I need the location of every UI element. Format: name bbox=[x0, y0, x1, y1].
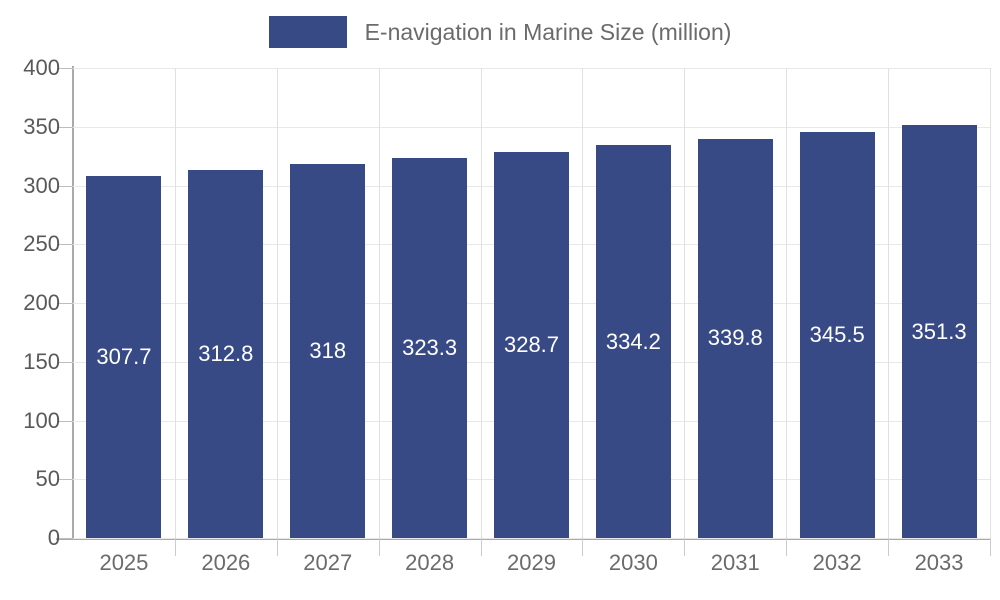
gridline-vertical bbox=[582, 68, 584, 538]
x-tick-label: 2032 bbox=[812, 550, 862, 575]
gridline-vertical bbox=[276, 68, 278, 538]
x-tick-mark bbox=[174, 538, 176, 556]
x-tick-mark bbox=[378, 538, 380, 556]
y-tick-label: 400 bbox=[23, 55, 60, 80]
y-tick-mark bbox=[57, 244, 73, 246]
chart-legend: E-navigation in Marine Size (million) bbox=[0, 10, 1000, 54]
x-tick-mark bbox=[276, 538, 278, 556]
x-tick-label: 2025 bbox=[99, 550, 149, 575]
gridline-vertical bbox=[378, 68, 380, 538]
x-tick-label: 2033 bbox=[914, 550, 964, 575]
x-axis-line bbox=[56, 538, 990, 540]
gridline-vertical bbox=[888, 68, 890, 538]
y-tick-label: 300 bbox=[23, 172, 60, 198]
bar[interactable] bbox=[799, 132, 875, 538]
y-tick-label: 150 bbox=[23, 348, 60, 374]
x-tick-mark bbox=[786, 538, 788, 556]
bar[interactable] bbox=[188, 170, 264, 538]
y-tick-mark bbox=[57, 479, 73, 481]
y-tick-label: 200 bbox=[23, 290, 60, 315]
y-tick-label: 250 bbox=[23, 231, 60, 257]
plot-area: 307.7 312.8 318 323.3 328.7 334.2 339.8 345.5 35… bbox=[57, 68, 991, 556]
gridline-horizontal bbox=[73, 538, 990, 539]
y-tick-mark bbox=[57, 420, 73, 422]
x-tick-label: 2031 bbox=[710, 550, 760, 575]
gridline-vertical bbox=[684, 68, 686, 538]
legend-color-swatch bbox=[268, 16, 347, 48]
bar[interactable] bbox=[595, 145, 671, 538]
gridline-vertical bbox=[480, 68, 482, 538]
gridline-vertical bbox=[990, 68, 991, 538]
bar[interactable] bbox=[392, 158, 468, 538]
x-tick-label: 2026 bbox=[201, 550, 251, 575]
y-tick-mark bbox=[57, 126, 73, 128]
bar[interactable] bbox=[901, 125, 977, 538]
y-tick-mark bbox=[57, 538, 73, 539]
x-tick-mark bbox=[888, 538, 890, 556]
gridline-horizontal bbox=[73, 68, 990, 69]
x-tick-label: 2028 bbox=[405, 550, 455, 575]
y-tick-mark bbox=[57, 303, 73, 304]
legend-label: E-navigation in Marine Size (million) bbox=[364, 18, 732, 45]
y-tick-label: 50 bbox=[35, 466, 60, 492]
x-tick-label: 2027 bbox=[303, 550, 353, 575]
x-tick-label: 2029 bbox=[507, 550, 556, 575]
x-tick-mark bbox=[990, 538, 991, 556]
bar[interactable] bbox=[697, 138, 773, 538]
gridline-horizontal bbox=[73, 126, 990, 128]
y-tick-label: 100 bbox=[23, 407, 60, 433]
y-tick-mark bbox=[57, 68, 73, 69]
y-tick-label: 0 bbox=[47, 525, 60, 550]
gridline-vertical bbox=[786, 68, 788, 538]
x-tick-mark bbox=[684, 538, 686, 556]
x-tick-label: 2030 bbox=[608, 550, 658, 575]
x-tick-mark bbox=[582, 538, 584, 556]
x-tick-mark bbox=[480, 538, 482, 556]
y-tick-mark bbox=[57, 185, 73, 187]
gridline-vertical bbox=[174, 68, 176, 538]
bar[interactable] bbox=[494, 151, 569, 538]
bar[interactable] bbox=[290, 164, 366, 538]
y-tick-mark bbox=[57, 361, 73, 363]
y-tick-label: 350 bbox=[23, 113, 60, 139]
bar[interactable] bbox=[86, 176, 162, 538]
